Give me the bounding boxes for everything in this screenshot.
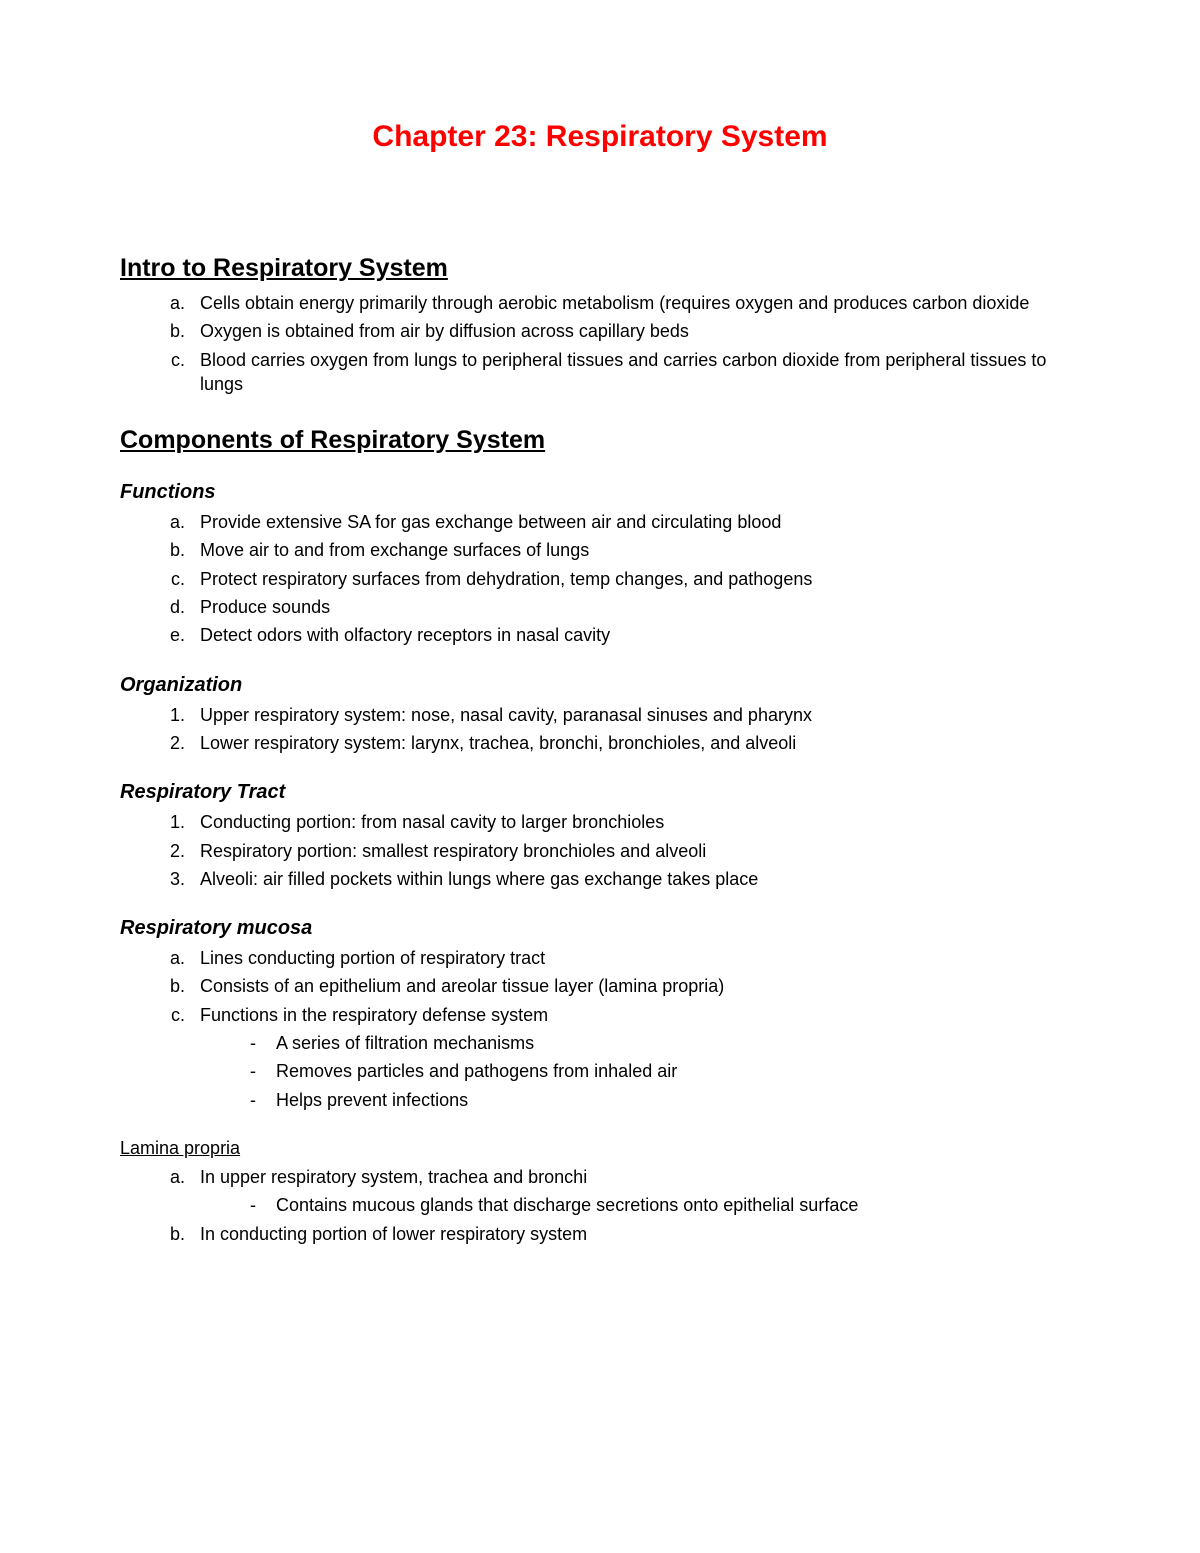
- list-item: Conducting portion: from nasal cavity to…: [190, 810, 1080, 834]
- sub-heading-mucosa: Respiratory mucosa: [120, 917, 1080, 940]
- list-item: Lower respiratory system: larynx, trache…: [190, 731, 1080, 755]
- list-item: In upper respiratory system, trachea and…: [190, 1165, 1080, 1218]
- list-item: Move air to and from exchange surfaces o…: [190, 538, 1080, 562]
- chapter-title: Chapter 23: Respiratory System: [120, 120, 1080, 154]
- list-item: Lines conducting portion of respiratory …: [190, 946, 1080, 970]
- mucosa-list: Lines conducting portion of respiratory …: [120, 946, 1080, 1112]
- list-item: Contains mucous glands that discharge se…: [250, 1193, 1080, 1217]
- section-heading-intro: Intro to Respiratory System: [120, 254, 1080, 283]
- intro-list: Cells obtain energy primarily through ae…: [120, 291, 1080, 396]
- list-item: Blood carries oxygen from lungs to perip…: [190, 348, 1080, 397]
- lamina-list: In upper respiratory system, trachea and…: [120, 1165, 1080, 1246]
- list-item: In conducting portion of lower respirato…: [190, 1222, 1080, 1246]
- tract-list: Conducting portion: from nasal cavity to…: [120, 810, 1080, 891]
- minor-heading-lamina: Lamina propria: [120, 1138, 1080, 1159]
- functions-list: Provide extensive SA for gas exchange be…: [120, 510, 1080, 647]
- section-heading-components: Components of Respiratory System: [120, 426, 1080, 455]
- sub-heading-organization: Organization: [120, 674, 1080, 697]
- organization-list: Upper respiratory system: nose, nasal ca…: [120, 703, 1080, 756]
- list-item-text: Functions in the respiratory defense sys…: [200, 1005, 548, 1025]
- list-item: Alveoli: air filled pockets within lungs…: [190, 867, 1080, 891]
- list-item: Produce sounds: [190, 595, 1080, 619]
- mucosa-sublist: A series of filtration mechanisms Remove…: [200, 1031, 1080, 1112]
- sub-heading-functions: Functions: [120, 481, 1080, 504]
- list-item: Removes particles and pathogens from inh…: [250, 1059, 1080, 1083]
- document-page: Chapter 23: Respiratory System Intro to …: [0, 0, 1200, 1330]
- list-item: Detect odors with olfactory receptors in…: [190, 623, 1080, 647]
- list-item: Consists of an epithelium and areolar ti…: [190, 974, 1080, 998]
- lamina-sublist: Contains mucous glands that discharge se…: [200, 1193, 1080, 1217]
- list-item: Oxygen is obtained from air by diffusion…: [190, 319, 1080, 343]
- list-item: Upper respiratory system: nose, nasal ca…: [190, 703, 1080, 727]
- list-item: Provide extensive SA for gas exchange be…: [190, 510, 1080, 534]
- list-item: A series of filtration mechanisms: [250, 1031, 1080, 1055]
- list-item: Functions in the respiratory defense sys…: [190, 1003, 1080, 1112]
- list-item: Cells obtain energy primarily through ae…: [190, 291, 1080, 315]
- list-item-text: In upper respiratory system, trachea and…: [200, 1167, 587, 1187]
- list-item: Helps prevent infections: [250, 1088, 1080, 1112]
- list-item: Respiratory portion: smallest respirator…: [190, 839, 1080, 863]
- list-item: Protect respiratory surfaces from dehydr…: [190, 567, 1080, 591]
- sub-heading-tract: Respiratory Tract: [120, 781, 1080, 804]
